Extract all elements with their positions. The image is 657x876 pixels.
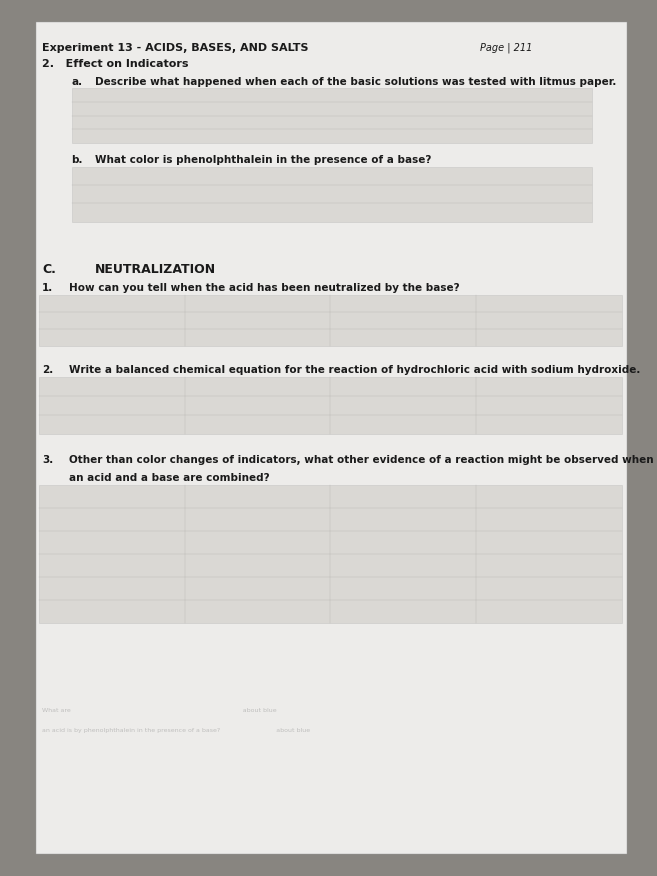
FancyBboxPatch shape bbox=[39, 295, 622, 346]
Text: an acid and a base are combined?: an acid and a base are combined? bbox=[68, 473, 269, 483]
Text: 3.: 3. bbox=[42, 455, 53, 464]
Text: 2.   Effect on Indicators: 2. Effect on Indicators bbox=[42, 60, 189, 69]
FancyBboxPatch shape bbox=[36, 22, 627, 854]
Text: 2.: 2. bbox=[42, 364, 53, 375]
Text: Page | 211: Page | 211 bbox=[480, 43, 532, 53]
Text: 1.: 1. bbox=[42, 283, 53, 293]
Text: b.: b. bbox=[72, 155, 83, 165]
Text: What are                                                                        : What are bbox=[42, 709, 277, 713]
FancyBboxPatch shape bbox=[39, 378, 622, 434]
FancyBboxPatch shape bbox=[72, 166, 592, 222]
Text: Other than color changes of indicators, what other evidence of a reaction might : Other than color changes of indicators, … bbox=[68, 455, 653, 464]
Text: a.: a. bbox=[72, 77, 83, 87]
Text: What color is phenolphthalein in the presence of a base?: What color is phenolphthalein in the pre… bbox=[95, 155, 432, 165]
Text: Describe what happened when each of the basic solutions was tested with litmus p: Describe what happened when each of the … bbox=[95, 77, 617, 87]
Text: an acid is by phenolphthalein in the presence of a base?                        : an acid is by phenolphthalein in the pre… bbox=[42, 728, 310, 732]
Text: NEUTRALIZATION: NEUTRALIZATION bbox=[95, 263, 216, 276]
FancyBboxPatch shape bbox=[72, 88, 592, 143]
Text: Write a balanced chemical equation for the reaction of hydrochloric acid with so: Write a balanced chemical equation for t… bbox=[68, 364, 640, 375]
Text: How can you tell when the acid has been neutralized by the base?: How can you tell when the acid has been … bbox=[68, 283, 459, 293]
Text: C.: C. bbox=[42, 263, 56, 276]
Text: Experiment 13 - ACIDS, BASES, AND SALTS: Experiment 13 - ACIDS, BASES, AND SALTS bbox=[42, 43, 309, 53]
FancyBboxPatch shape bbox=[39, 485, 622, 623]
